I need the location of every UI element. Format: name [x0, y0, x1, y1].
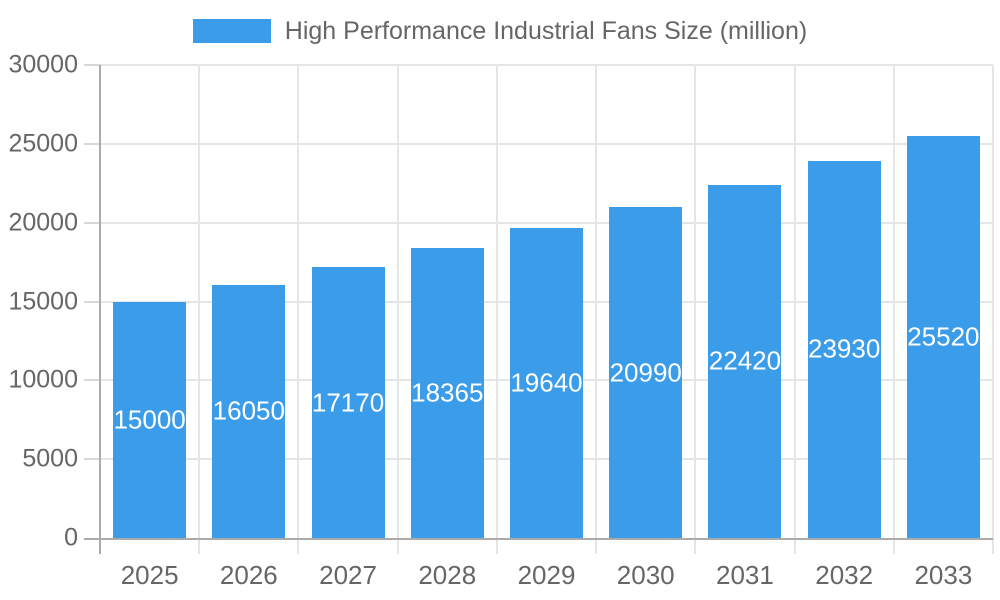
x-gridline	[793, 65, 796, 554]
x-gridline	[495, 65, 498, 554]
x-gridline	[595, 65, 598, 554]
y-gridline	[100, 142, 993, 145]
bar[interactable]	[807, 160, 881, 538]
bar[interactable]	[510, 228, 583, 538]
x-gridline	[198, 65, 201, 554]
legend-label: High Performance Industrial Fans Size (m…	[284, 17, 808, 45]
x-axis-tick-label: 2025	[120, 560, 179, 590]
y-axis-tick-label: 5000	[22, 444, 78, 473]
bar-value-label: 18365	[411, 377, 484, 408]
bar[interactable]	[113, 301, 187, 538]
bar-value-label: 16050	[212, 395, 285, 426]
bar[interactable]	[311, 267, 385, 538]
legend[interactable]: High Performance Industrial Fans Size (m…	[0, 17, 1000, 45]
bar[interactable]	[609, 207, 683, 538]
x-gridline	[396, 65, 399, 554]
x-axis-tick-label: 2027	[319, 560, 377, 590]
legend-swatch	[192, 19, 271, 43]
x-axis-tick-label: 2026	[219, 560, 278, 590]
y-axis-line	[99, 65, 101, 554]
x-axis-tick-label: 2029	[517, 560, 576, 590]
y-tick	[84, 64, 100, 66]
bar-value-label: 25520	[907, 321, 980, 352]
x-gridline	[297, 65, 300, 554]
y-tick	[84, 300, 100, 303]
x-gridline	[892, 65, 895, 554]
x-gridline	[694, 65, 697, 554]
bar[interactable]	[410, 248, 484, 538]
x-axis-tick-label: 2031	[716, 560, 774, 590]
y-tick	[84, 221, 100, 224]
y-gridline	[100, 64, 993, 66]
bar-value-label: 19640	[510, 367, 583, 398]
y-axis-tick-label: 30000	[8, 50, 78, 79]
x-axis-line	[84, 538, 993, 540]
y-axis-tick-label: 15000	[8, 287, 78, 315]
y-tick	[84, 458, 100, 461]
bar[interactable]	[708, 184, 782, 538]
bar-value-label: 22420	[708, 345, 782, 376]
bar-value-label: 20990	[609, 357, 682, 388]
y-axis-tick-label: 0	[64, 523, 78, 552]
x-axis-tick-label: 2028	[418, 560, 477, 590]
bar[interactable]	[906, 135, 980, 538]
bar-value-label: 23930	[808, 333, 881, 364]
y-axis-tick-label: 25000	[8, 129, 78, 158]
bar[interactable]	[212, 284, 286, 538]
x-axis-tick-label: 2030	[616, 560, 675, 590]
y-gridline	[100, 221, 993, 224]
bar-value-label: 15000	[113, 404, 186, 435]
bar-value-label: 17170	[311, 387, 385, 418]
x-axis-tick-label: 2032	[815, 560, 874, 590]
y-axis-tick-label: 10000	[8, 365, 78, 394]
y-tick	[84, 142, 100, 145]
y-axis-tick-label: 20000	[8, 208, 78, 237]
y-tick	[84, 379, 100, 382]
x-axis-tick-label: 2033	[914, 560, 973, 590]
x-gridline	[992, 65, 994, 554]
